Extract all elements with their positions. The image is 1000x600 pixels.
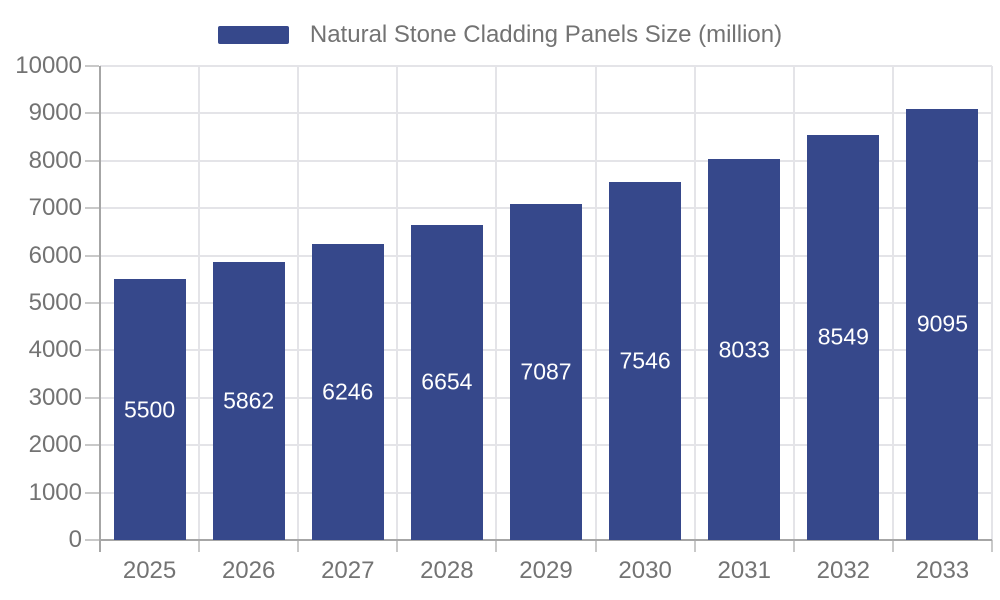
x-axis-label-2031: 2031 — [717, 557, 771, 584]
gridline-x-8 — [891, 66, 894, 540]
y-axis-label-5000: 5000 — [28, 289, 82, 316]
y-axis-tick-8000 — [85, 159, 99, 162]
y-axis-tick-1000 — [85, 491, 99, 494]
plot-area: 0 1000 2000 3000 4000 5000 6000 7000 8000 9000 100… — [15, 52, 993, 584]
y-axis-label-9000: 9000 — [28, 99, 82, 127]
gridline-x-3 — [396, 66, 399, 540]
y-axis-line — [99, 66, 101, 552]
bar-2025: 5500 — [113, 279, 186, 540]
y-axis-label-1000: 1000 — [28, 478, 82, 506]
y-axis-tick-6000 — [85, 254, 99, 257]
x-axis-label-2033: 2033 — [915, 557, 970, 584]
y-axis-tick-7000 — [85, 207, 99, 210]
bar-2030: 7546 — [609, 182, 682, 540]
y-axis-label-2000: 2000 — [28, 431, 82, 459]
y-axis-tick-10000 — [85, 65, 99, 67]
y-axis-label-7000: 7000 — [28, 194, 82, 222]
y-axis-label-6000: 6000 — [28, 241, 82, 269]
bar-value-label-2029: 7087 — [520, 358, 572, 385]
bar-value-label-2028: 6654 — [421, 368, 473, 395]
x-axis-label-2025: 2025 — [122, 557, 177, 584]
gridline-x-1 — [198, 66, 201, 540]
gridline-x-9 — [991, 66, 993, 540]
y-axis-tick-9000 — [85, 112, 99, 115]
bar-2032: 8549 — [807, 134, 880, 540]
x-axis-label-2026: 2026 — [221, 557, 276, 584]
x-axis-tick-7 — [792, 540, 795, 552]
bar-value-label-2027: 6246 — [322, 378, 374, 405]
x-axis-label-2029: 2029 — [519, 557, 573, 584]
bar-value-label-2026: 5862 — [223, 387, 275, 414]
bar-2033: 9095 — [906, 108, 979, 540]
bar-2031: 8033 — [708, 159, 781, 540]
bar-value-label-2032: 8549 — [817, 323, 869, 350]
x-axis-label-2028: 2028 — [420, 557, 474, 584]
gridline-x-4 — [495, 66, 498, 540]
y-axis-tick-4000 — [85, 349, 99, 352]
bar-value-label-2033: 9095 — [916, 310, 969, 337]
x-axis-tick-9 — [991, 540, 993, 552]
bar-value-label-2025: 5500 — [123, 396, 176, 423]
bar-2026: 5862 — [212, 262, 285, 540]
legend: Natural Stone Cladding Panels Size (mill… — [0, 0, 1000, 49]
x-axis-tick-2 — [297, 540, 300, 552]
gridline-x-6 — [693, 66, 696, 540]
legend-swatch-icon — [217, 26, 289, 44]
gridline-x-7 — [792, 66, 795, 540]
gridline-x-2 — [297, 66, 300, 540]
x-axis-tick-8 — [891, 540, 894, 552]
y-axis-label-10000: 10000 — [15, 52, 82, 79]
bar-2029: 7087 — [510, 204, 582, 540]
y-axis-tick-2000 — [85, 444, 99, 447]
x-axis-tick-4 — [495, 540, 498, 552]
x-axis-tick-6 — [693, 540, 696, 552]
bar-value-label-2030: 7546 — [619, 347, 671, 374]
x-axis-label-2032: 2032 — [816, 557, 871, 584]
y-axis-label-3000: 3000 — [28, 383, 82, 411]
bar-value-label-2031: 8033 — [718, 336, 770, 363]
legend-label: Natural Stone Cladding Panels Size (mill… — [309, 21, 783, 48]
gridline-y-9000 — [100, 112, 992, 115]
x-axis-tick-5 — [594, 540, 597, 552]
gridline-y-8000 — [100, 159, 992, 162]
x-axis-tick-3 — [396, 540, 399, 552]
y-axis-label-8000: 8000 — [28, 146, 82, 174]
legend-item[interactable]: Natural Stone Cladding Panels Size (mill… — [217, 21, 783, 49]
y-axis-tick-5000 — [85, 302, 99, 304]
x-axis-line — [100, 539, 992, 541]
x-axis-label-2030: 2030 — [618, 557, 672, 584]
y-axis-tick-3000 — [85, 396, 99, 399]
gridline-x-5 — [594, 66, 597, 540]
x-axis-tick-1 — [198, 540, 201, 552]
bar-2027: 6246 — [311, 243, 384, 540]
gridline-y-10000 — [100, 65, 992, 67]
y-axis-label-0: 0 — [68, 526, 82, 553]
x-axis-label-2027: 2027 — [321, 557, 375, 584]
bar-2028: 6654 — [410, 224, 483, 540]
y-axis-tick-0 — [85, 539, 99, 541]
y-axis-label-4000: 4000 — [28, 336, 82, 364]
